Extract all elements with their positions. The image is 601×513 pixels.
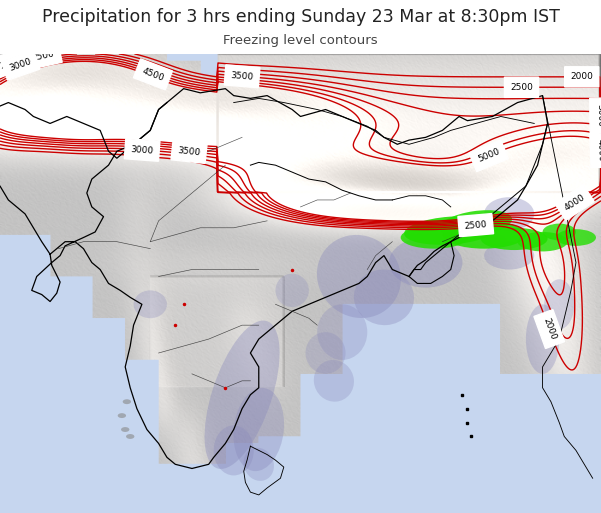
Text: 2000: 2000 — [0, 54, 23, 71]
Text: 4500: 4500 — [141, 66, 165, 83]
Ellipse shape — [484, 242, 534, 269]
Ellipse shape — [126, 434, 135, 439]
Ellipse shape — [481, 228, 548, 250]
Ellipse shape — [204, 321, 279, 469]
Ellipse shape — [123, 399, 131, 404]
Ellipse shape — [517, 232, 567, 251]
Text: 2500: 2500 — [510, 83, 533, 92]
Ellipse shape — [404, 216, 498, 245]
Ellipse shape — [543, 224, 576, 240]
Ellipse shape — [275, 274, 309, 307]
Ellipse shape — [314, 360, 354, 402]
Text: 2500: 2500 — [31, 49, 55, 63]
Ellipse shape — [526, 304, 560, 374]
Ellipse shape — [354, 269, 414, 325]
Ellipse shape — [305, 332, 346, 374]
Ellipse shape — [121, 427, 129, 432]
Ellipse shape — [133, 290, 167, 318]
Text: 2000: 2000 — [541, 317, 557, 341]
Text: 3000: 3000 — [596, 104, 601, 127]
Text: 2500: 2500 — [464, 220, 487, 231]
Ellipse shape — [317, 304, 367, 360]
Ellipse shape — [243, 448, 274, 481]
Text: 2000: 2000 — [570, 72, 593, 82]
Ellipse shape — [484, 197, 534, 230]
Ellipse shape — [545, 279, 575, 329]
Ellipse shape — [442, 221, 526, 249]
Text: Precipitation for 3 hrs ending Sunday 23 Mar at 8:30pm IST: Precipitation for 3 hrs ending Sunday 23… — [41, 8, 560, 26]
Ellipse shape — [556, 229, 596, 246]
Ellipse shape — [233, 388, 284, 471]
Text: 4000: 4000 — [596, 139, 601, 162]
Ellipse shape — [214, 425, 254, 476]
Text: 3500: 3500 — [230, 71, 254, 82]
Ellipse shape — [389, 238, 462, 288]
Text: 3500: 3500 — [177, 146, 201, 157]
Ellipse shape — [401, 226, 468, 249]
Ellipse shape — [317, 235, 401, 318]
Ellipse shape — [118, 413, 126, 418]
Text: 3000: 3000 — [130, 145, 154, 155]
Ellipse shape — [439, 210, 512, 237]
Text: 3000: 3000 — [8, 57, 33, 73]
Text: 4000: 4000 — [563, 192, 587, 212]
Text: Freezing level contours: Freezing level contours — [223, 34, 378, 47]
Text: 5000: 5000 — [477, 147, 501, 164]
